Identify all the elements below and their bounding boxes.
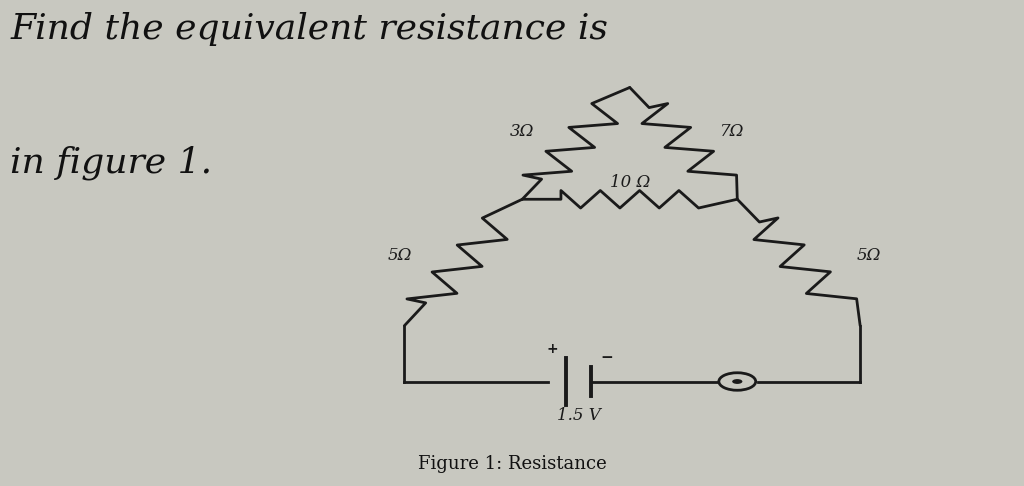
Text: 5Ω: 5Ω: [856, 247, 881, 263]
Text: 7Ω: 7Ω: [720, 123, 744, 139]
Text: 1.5 V: 1.5 V: [557, 407, 600, 424]
Text: 3Ω: 3Ω: [510, 123, 535, 139]
Text: Find the equivalent resistance is: Find the equivalent resistance is: [10, 12, 608, 46]
Circle shape: [732, 379, 742, 384]
Text: in figure 1.: in figure 1.: [10, 146, 212, 180]
Text: Figure 1: Resistance: Figure 1: Resistance: [418, 455, 606, 473]
Text: −: −: [601, 349, 613, 364]
Text: 5Ω: 5Ω: [387, 247, 412, 263]
Text: 10 Ω: 10 Ω: [609, 174, 650, 191]
Text: +: +: [546, 342, 558, 356]
